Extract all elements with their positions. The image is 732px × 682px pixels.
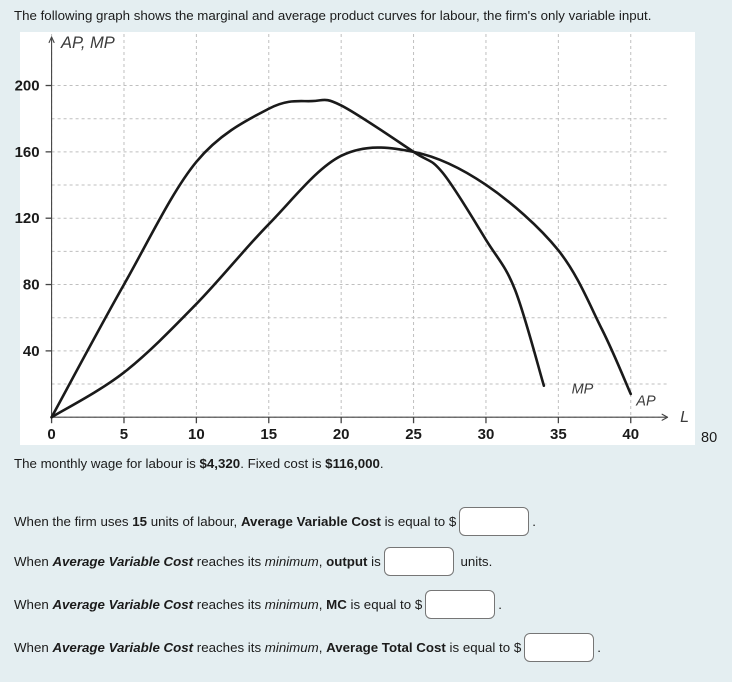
svg-text:160: 160 xyxy=(15,144,40,161)
svg-text:80: 80 xyxy=(23,277,40,294)
svg-text:20: 20 xyxy=(333,426,350,443)
svg-text:L: L xyxy=(680,409,689,426)
svg-text:MP: MP xyxy=(572,382,594,398)
svg-text:15: 15 xyxy=(260,426,277,443)
svg-text:200: 200 xyxy=(15,78,40,95)
svg-text:35: 35 xyxy=(550,426,567,443)
svg-text:25: 25 xyxy=(405,426,422,443)
svg-text:120: 120 xyxy=(15,210,40,227)
svg-text:AP: AP xyxy=(635,394,656,410)
svg-text:30: 30 xyxy=(478,426,495,443)
svg-text:5: 5 xyxy=(120,426,128,443)
svg-text:0: 0 xyxy=(47,426,55,443)
svg-text:40: 40 xyxy=(622,426,639,443)
svg-text:40: 40 xyxy=(23,343,40,360)
svg-text:10: 10 xyxy=(188,426,205,443)
svg-text:AP, MP: AP, MP xyxy=(60,34,115,52)
